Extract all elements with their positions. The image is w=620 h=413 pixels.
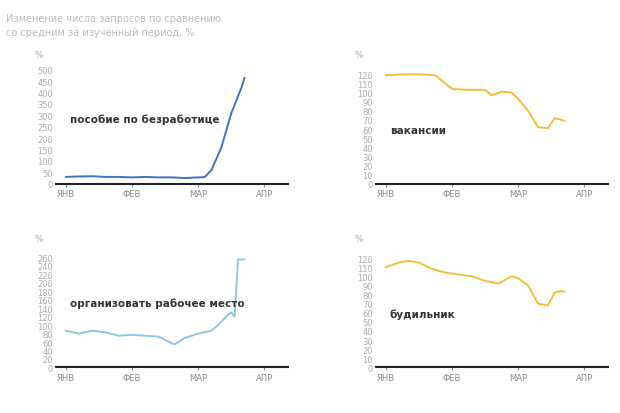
Text: %: %: [35, 51, 43, 60]
Text: %: %: [355, 51, 363, 60]
Text: %: %: [355, 235, 363, 243]
Text: пособие по безработице: пособие по безработице: [69, 114, 219, 125]
Text: %: %: [35, 235, 43, 243]
Text: вакансии: вакансии: [389, 126, 446, 136]
Text: Изменение числа запросов по сравнению
со средним за изученный период, %: Изменение числа запросов по сравнению со…: [6, 14, 221, 38]
Text: будильник: будильник: [389, 309, 456, 320]
Text: организовать рабочее место: организовать рабочее место: [69, 297, 244, 308]
